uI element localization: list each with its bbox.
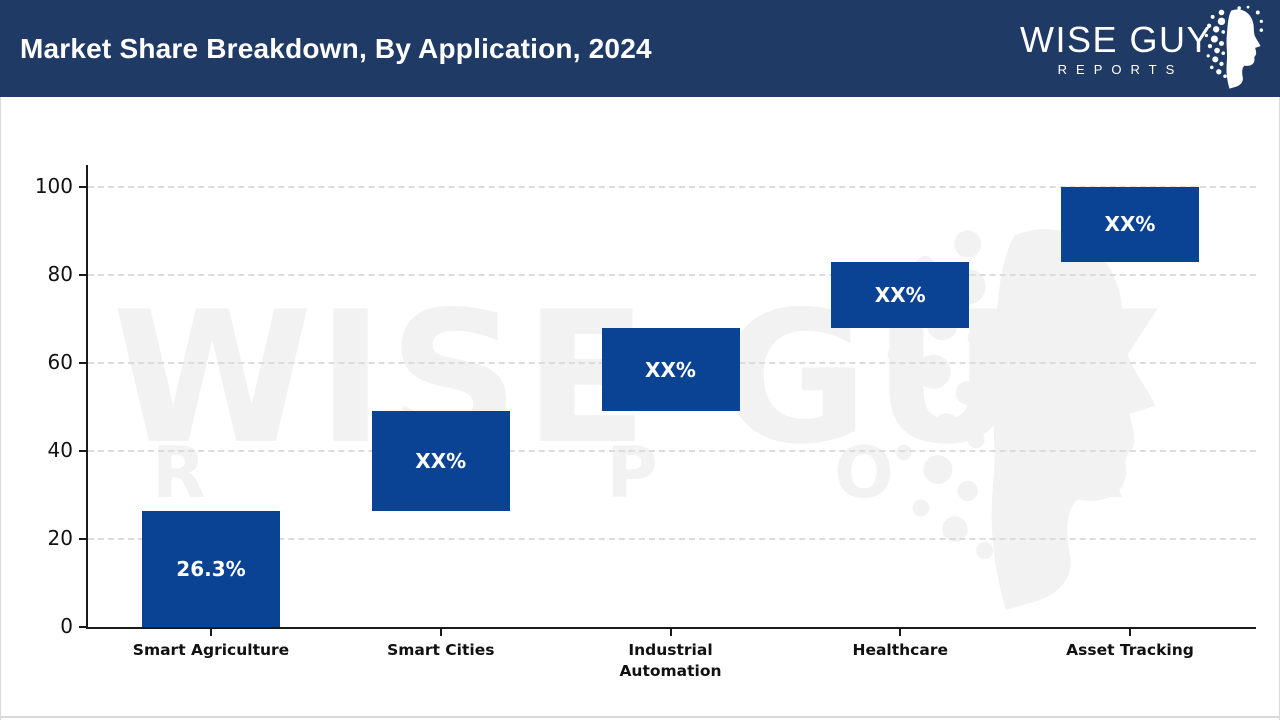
page-title: Market Share Breakdown, By Application, … xyxy=(20,32,652,64)
y-axis-tick xyxy=(79,274,87,276)
bar: XX% xyxy=(601,327,740,412)
y-axis-tick-label: 80 xyxy=(47,262,73,286)
y-axis-tick-label: 0 xyxy=(60,614,73,638)
x-axis-line xyxy=(86,627,1256,629)
gridline xyxy=(88,538,1256,540)
x-axis-category-label: Smart Cities xyxy=(387,641,495,659)
x-axis-category-label: Smart Agriculture xyxy=(132,641,290,659)
gridline xyxy=(88,186,1256,188)
logo-subtitle: REPORTS xyxy=(1057,61,1184,77)
x-axis-category-label: Industrial Automation xyxy=(619,641,722,680)
x-axis-tick xyxy=(669,629,672,636)
x-axis-tick xyxy=(210,629,212,636)
y-axis-tick-label: 20 xyxy=(47,526,73,550)
logo-text: WISE GUY REPORTS xyxy=(1019,18,1212,77)
y-axis-line xyxy=(86,165,88,629)
wise-guy-logo: WISE GUY REPORTS xyxy=(1020,5,1264,93)
bar-value-label: XX% xyxy=(645,357,696,382)
header-bar: Market Share Breakdown, By Application, … xyxy=(0,0,1280,97)
bar: XX% xyxy=(1061,187,1199,262)
dotted-face-profile-icon xyxy=(1202,5,1264,93)
gridline xyxy=(88,274,1256,276)
bar-value-label: XX% xyxy=(1104,212,1156,237)
y-axis-tick-label: 40 xyxy=(47,438,73,462)
y-axis-tick-label: 60 xyxy=(47,350,73,374)
bar: 26.3% xyxy=(142,511,280,627)
bar-value-label: 26.3% xyxy=(176,557,246,582)
y-axis-tick xyxy=(79,450,87,452)
bar: XX% xyxy=(371,411,510,512)
y-axis-tick xyxy=(79,186,87,188)
y-axis-tick-label: 100 xyxy=(34,174,73,198)
bar-value-label: XX% xyxy=(874,282,926,307)
frame-bottom-line xyxy=(0,716,1280,718)
y-axis-tick xyxy=(79,626,87,628)
x-axis-tick xyxy=(899,629,902,636)
x-axis-category-label: Healthcare xyxy=(852,641,948,659)
x-axis-tick xyxy=(439,629,442,636)
bar: XX% xyxy=(831,261,970,328)
x-axis-category-label: Asset Tracking xyxy=(1066,641,1194,659)
gridline xyxy=(88,450,1256,452)
y-axis-tick xyxy=(79,538,87,540)
logo-wordmark: WISE GUY xyxy=(1019,18,1212,60)
x-axis-tick xyxy=(1129,629,1131,636)
bar-value-label: XX% xyxy=(415,449,467,474)
watermark-face-icon xyxy=(858,210,1188,614)
y-axis-tick xyxy=(79,362,87,364)
